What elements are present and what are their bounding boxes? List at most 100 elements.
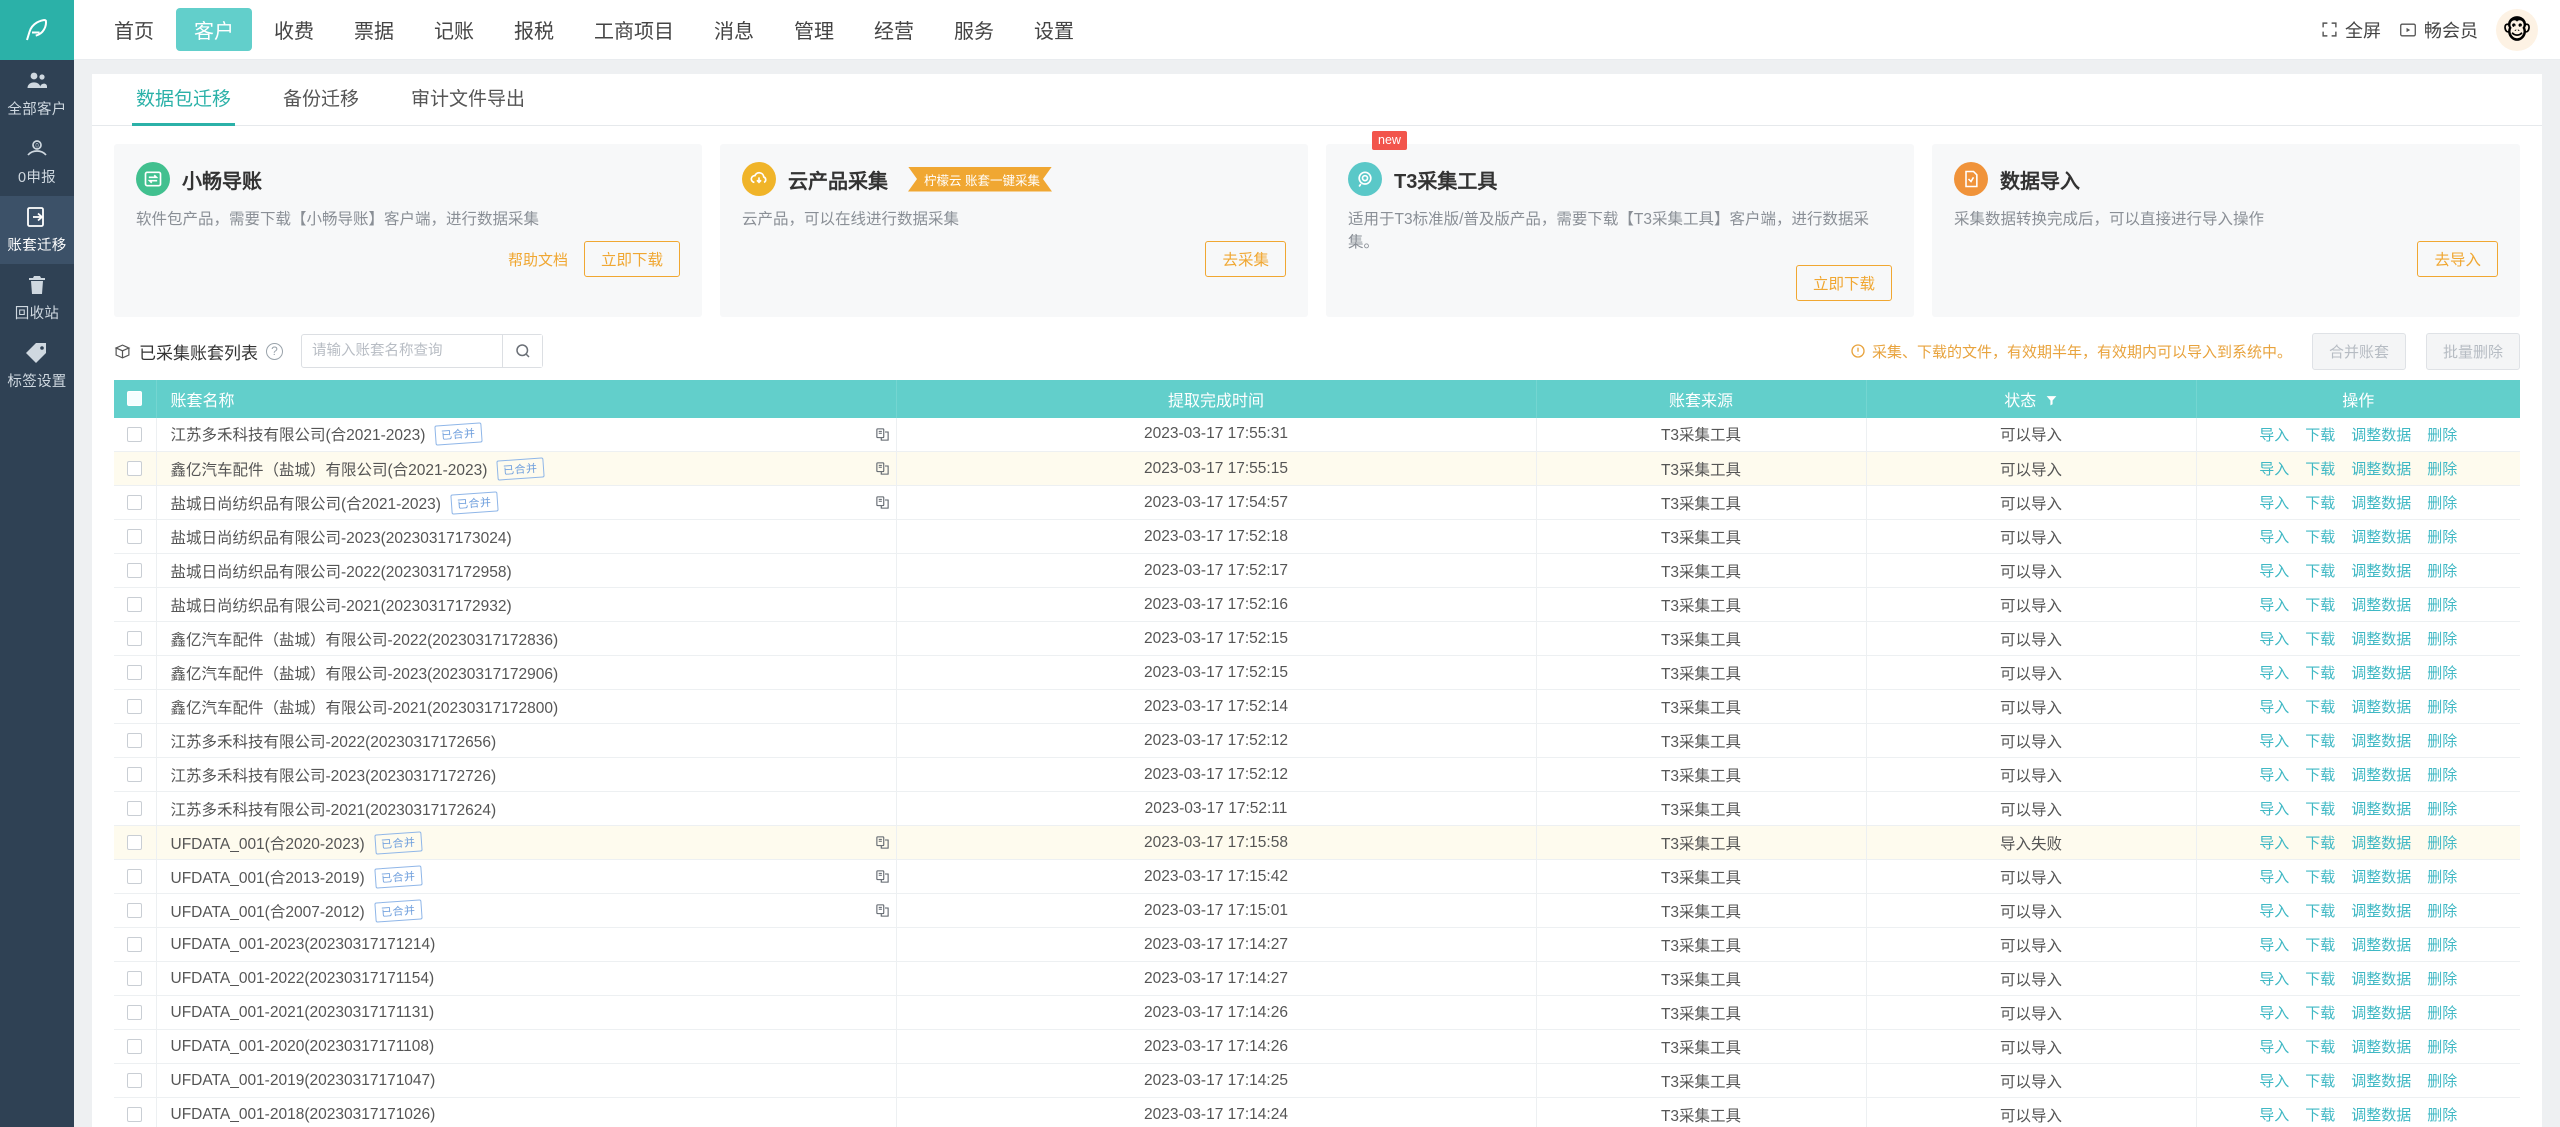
avatar[interactable]: 🐵 <box>2496 8 2538 51</box>
row-op-调整数据[interactable]: 调整数据 <box>2351 801 2412 818</box>
help-doc-link[interactable]: 帮助文档 <box>507 251 568 269</box>
table-row[interactable]: 盐城日尚纺织品有限公司-2021(20230317172932) 2023-03… <box>114 587 2520 622</box>
row-checkbox[interactable] <box>127 800 143 816</box>
table-row[interactable]: UFDATA_001-2019(20230317171047) 2023-03-… <box>114 1063 2520 1098</box>
row-checkbox[interactable] <box>127 902 143 918</box>
row-op-导入[interactable]: 导入 <box>2259 1107 2290 1124</box>
row-op-调整数据[interactable]: 调整数据 <box>2351 937 2412 954</box>
row-op-导入[interactable]: 导入 <box>2259 699 2290 716</box>
row-op-下载[interactable]: 下载 <box>2305 903 2336 920</box>
table-row[interactable]: 盐城日尚纺织品有限公司-2022(20230317172958) 2023-03… <box>114 553 2520 588</box>
search-input[interactable] <box>302 335 502 367</box>
row-select-cell[interactable] <box>114 519 157 554</box>
row-select-cell[interactable] <box>114 655 157 690</box>
row-op-调整数据[interactable]: 调整数据 <box>2351 835 2412 852</box>
row-checkbox[interactable] <box>127 970 143 986</box>
row-select-cell[interactable] <box>114 689 157 724</box>
row-select-cell[interactable] <box>114 757 157 792</box>
row-op-导入[interactable]: 导入 <box>2259 461 2290 478</box>
row-op-下载[interactable]: 下载 <box>2305 733 2336 750</box>
row-select-cell[interactable] <box>114 485 157 520</box>
row-op-删除[interactable]: 删除 <box>2427 835 2458 852</box>
table-row[interactable]: UFDATA_001-2018(20230317171026) 2023-03-… <box>114 1097 2520 1127</box>
table-container[interactable]: 账套名称 提取完成时间 账套来源 状态 操作 <box>92 379 2542 1127</box>
row-op-调整数据[interactable]: 调整数据 <box>2351 597 2412 614</box>
row-op-调整数据[interactable]: 调整数据 <box>2351 869 2412 886</box>
row-op-下载[interactable]: 下载 <box>2305 563 2336 580</box>
row-op-下载[interactable]: 下载 <box>2305 529 2336 546</box>
row-op-导入[interactable]: 导入 <box>2259 1039 2290 1056</box>
row-op-调整数据[interactable]: 调整数据 <box>2351 461 2412 478</box>
row-op-导入[interactable]: 导入 <box>2259 801 2290 818</box>
row-select-cell[interactable] <box>114 1063 157 1098</box>
row-op-删除[interactable]: 删除 <box>2427 563 2458 580</box>
row-op-调整数据[interactable]: 调整数据 <box>2351 1107 2412 1124</box>
nav-settings[interactable]: 设置 <box>1034 21 1074 43</box>
row-op-下载[interactable]: 下载 <box>2305 869 2336 886</box>
merge-records-icon[interactable] <box>875 427 890 442</box>
row-op-删除[interactable]: 删除 <box>2427 733 2458 750</box>
row-op-下载[interactable]: 下载 <box>2305 426 2336 444</box>
row-op-导入[interactable]: 导入 <box>2259 1005 2290 1022</box>
table-row[interactable]: 鑫亿汽车配件（盐城）有限公司(合2021-2023) 已合并 2023-03-17… <box>114 451 2520 486</box>
row-op-下载[interactable]: 下载 <box>2305 1039 2336 1056</box>
table-row[interactable]: 江苏多禾科技有限公司-2023(20230317172726) 2023-03-… <box>114 757 2520 792</box>
row-checkbox[interactable] <box>127 528 143 544</box>
row-select-cell[interactable] <box>114 1029 157 1064</box>
row-select-cell[interactable] <box>114 859 157 894</box>
table-row[interactable]: 江苏多禾科技有限公司-2021(20230317172624) 2023-03-… <box>114 791 2520 826</box>
row-select-cell[interactable] <box>114 553 157 588</box>
select-all-checkbox[interactable] <box>127 390 143 406</box>
row-checkbox[interactable] <box>127 664 143 680</box>
header-select-all[interactable] <box>114 379 157 418</box>
nav-home[interactable]: 首页 <box>114 21 154 43</box>
sidebar-item-3[interactable]: 回收站 <box>0 264 74 332</box>
row-checkbox[interactable] <box>127 460 143 476</box>
row-op-删除[interactable]: 删除 <box>2427 529 2458 546</box>
row-op-调整数据[interactable]: 调整数据 <box>2351 733 2412 750</box>
row-select-cell[interactable] <box>114 723 157 758</box>
header-source[interactable]: 账套来源 <box>1536 379 1867 418</box>
nav-tax[interactable]: 报税 <box>514 21 554 43</box>
row-op-删除[interactable]: 删除 <box>2427 665 2458 682</box>
row-op-下载[interactable]: 下载 <box>2305 1107 2336 1124</box>
row-checkbox[interactable] <box>127 868 143 884</box>
row-checkbox[interactable] <box>127 732 143 748</box>
table-row[interactable]: UFDATA_001-2021(20230317171131) 2023-03-… <box>114 995 2520 1030</box>
merge-records-icon[interactable] <box>875 495 890 510</box>
table-row[interactable]: UFDATA_001-2022(20230317171154) 2023-03-… <box>114 961 2520 996</box>
row-op-导入[interactable]: 导入 <box>2259 495 2290 512</box>
nav-service[interactable]: 服务 <box>954 21 994 43</box>
row-op-删除[interactable]: 删除 <box>2427 597 2458 614</box>
row-checkbox[interactable] <box>127 766 143 782</box>
merge-records-icon[interactable] <box>875 869 890 884</box>
row-op-调整数据[interactable]: 调整数据 <box>2351 971 2412 988</box>
row-op-下载[interactable]: 下载 <box>2305 699 2336 716</box>
nav-messages[interactable]: 消息 <box>714 21 754 43</box>
header-extract-time[interactable]: 提取完成时间 <box>896 379 1537 418</box>
table-row[interactable]: UFDATA_001-2023(20230317171214) 2023-03-… <box>114 927 2520 962</box>
row-op-导入[interactable]: 导入 <box>2259 631 2290 648</box>
nav-business-project[interactable]: 工商项目 <box>594 21 674 43</box>
row-op-导入[interactable]: 导入 <box>2259 426 2290 444</box>
row-checkbox[interactable] <box>127 494 143 510</box>
row-op-下载[interactable]: 下载 <box>2305 1073 2336 1090</box>
row-op-导入[interactable]: 导入 <box>2259 971 2290 988</box>
row-op-删除[interactable]: 删除 <box>2427 461 2458 478</box>
row-select-cell[interactable] <box>114 893 157 928</box>
row-op-导入[interactable]: 导入 <box>2259 903 2290 920</box>
row-op-删除[interactable]: 删除 <box>2427 903 2458 920</box>
card-action-button[interactable]: 立即下载 <box>583 241 680 278</box>
nav-fees[interactable]: 收费 <box>274 21 314 43</box>
row-op-删除[interactable]: 删除 <box>2427 1107 2458 1124</box>
nav-manage[interactable]: 管理 <box>794 21 834 43</box>
sidebar-item-4[interactable]: 标签设置 <box>0 332 74 400</box>
merge-accounts-button[interactable]: 合并账套 <box>2311 332 2406 370</box>
table-row[interactable]: 鑫亿汽车配件（盐城）有限公司-2023(20230317172906) 2023… <box>114 655 2520 690</box>
row-select-cell[interactable] <box>114 1097 157 1127</box>
row-op-导入[interactable]: 导入 <box>2259 733 2290 750</box>
row-op-调整数据[interactable]: 调整数据 <box>2351 1039 2412 1056</box>
merge-records-icon[interactable] <box>875 903 890 918</box>
row-op-下载[interactable]: 下载 <box>2305 801 2336 818</box>
row-checkbox[interactable] <box>127 596 143 612</box>
